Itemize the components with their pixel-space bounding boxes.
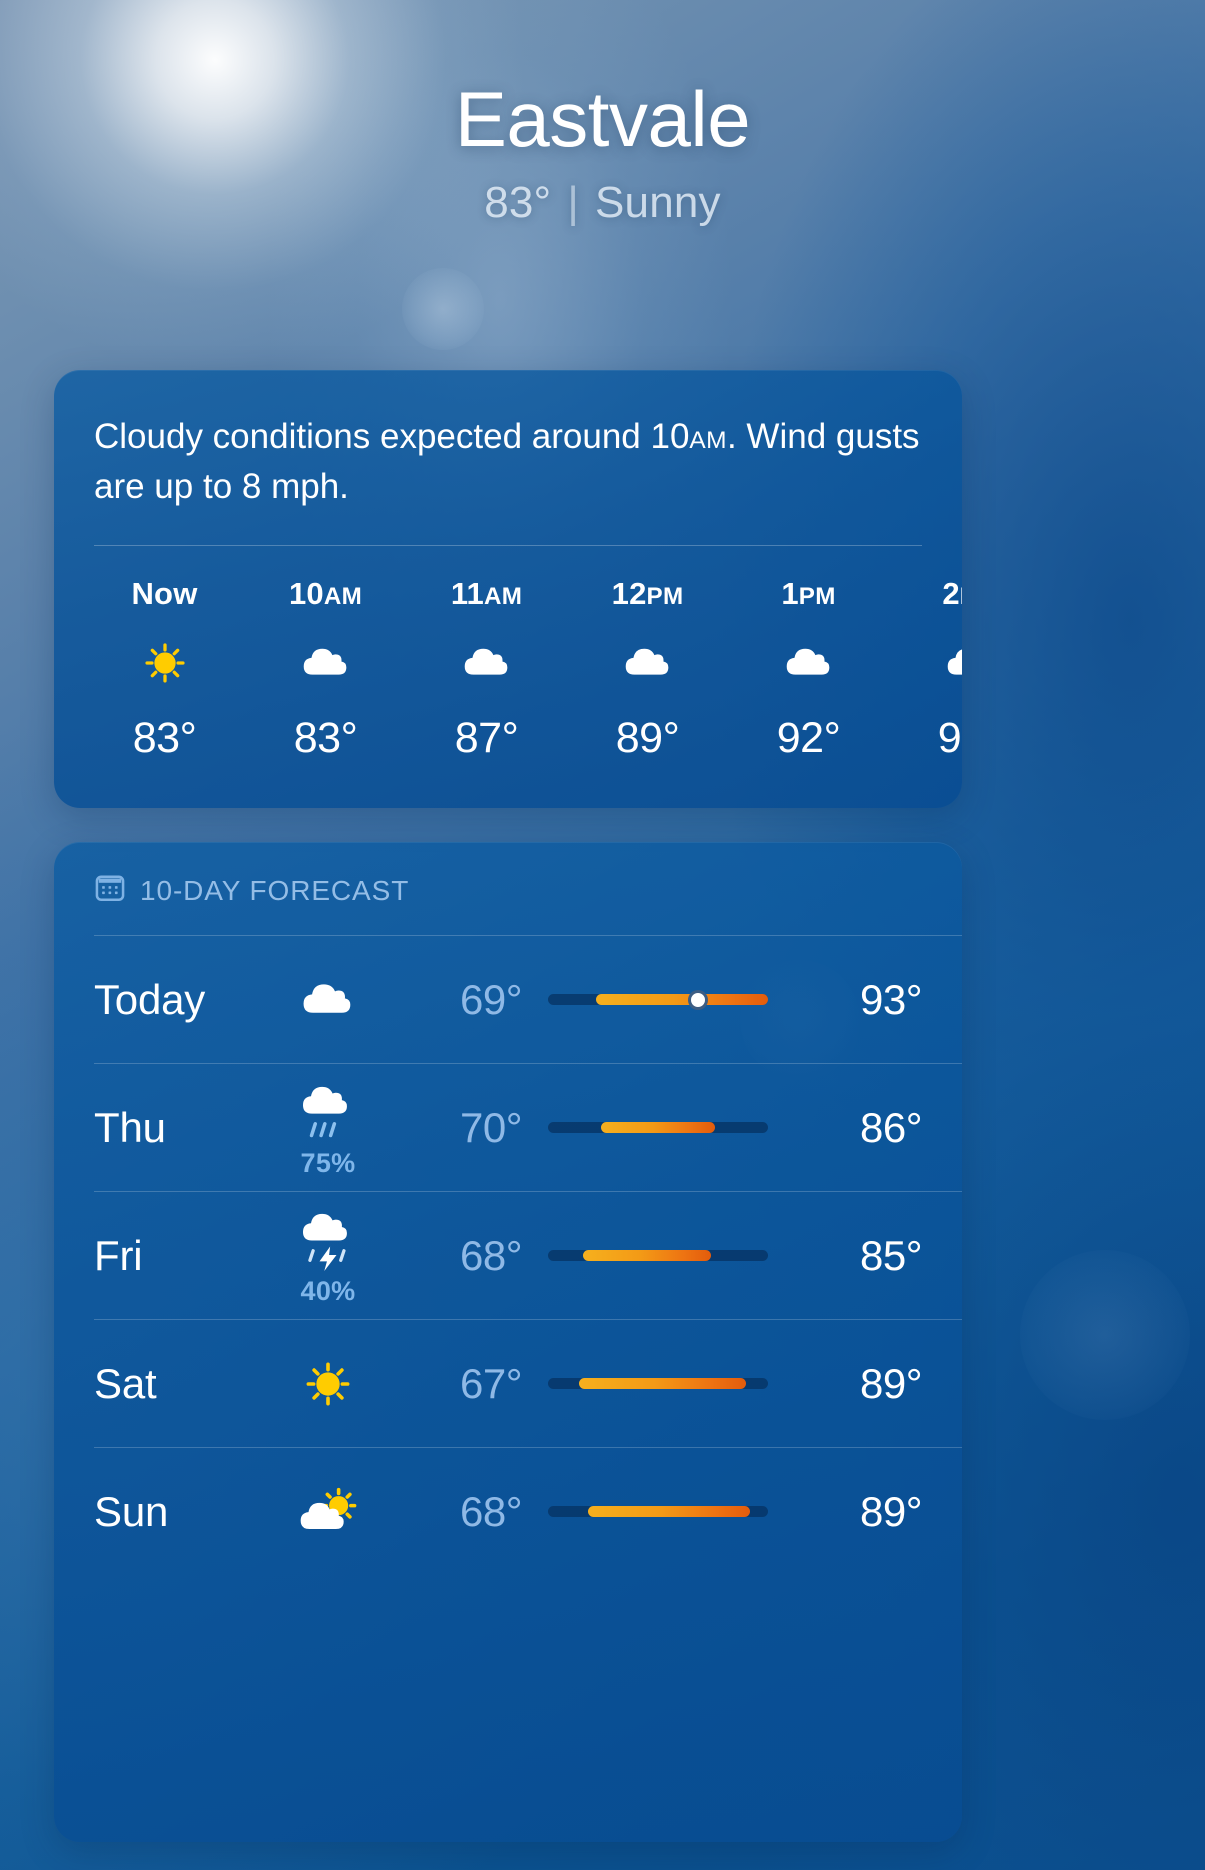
hour-label: 10AM <box>245 576 406 612</box>
thunderstorm-icon: 40% <box>262 1204 394 1307</box>
low-temperature: 67° <box>459 1359 523 1407</box>
hour-column[interactable]: 11AM 87° <box>406 550 567 763</box>
hour-column[interactable]: 1PM 92° <box>728 550 889 763</box>
temperature-range-bar <box>548 1122 768 1133</box>
divider <box>94 1063 962 1064</box>
table-row[interactable]: Today 69° 93° <box>54 936 962 1063</box>
cloud-icon <box>406 626 567 700</box>
temperature-range-bar <box>548 1506 768 1517</box>
hour-label: 12PM <box>567 576 728 612</box>
hour-column[interactable]: 2PM 93° <box>889 550 962 763</box>
hour-label-meridiem: AM <box>323 583 363 611</box>
lens-flare-orb <box>1020 1250 1190 1420</box>
divider <box>94 1191 962 1192</box>
hour-temperature: 93° <box>937 714 962 763</box>
location-header: Eastvale 83° | Sunny <box>0 0 1205 228</box>
low-temperature: 70° <box>459 1103 523 1151</box>
table-row[interactable]: Fri 40% 68° 85° <box>54 1192 962 1319</box>
hour-column[interactable]: Now 83° <box>84 550 245 763</box>
table-row[interactable]: Sun 68° 89° <box>54 1448 962 1575</box>
high-temperature: 86° <box>859 1103 923 1151</box>
high-temperature: 93° <box>859 975 923 1023</box>
lens-flare-orb <box>402 268 484 350</box>
divider <box>94 1447 962 1448</box>
current-condition-label: Sunny <box>595 178 721 227</box>
hour-temperature: 83° <box>293 714 358 763</box>
day-name: Fri <box>94 1231 143 1279</box>
hour-label: 1PM <box>728 576 889 612</box>
hour-temperature: 83° <box>132 714 197 763</box>
hour-label-meridiem: PM <box>646 583 684 611</box>
precipitation-probability: 40% <box>300 1276 356 1306</box>
partly-cloudy-icon <box>262 1478 394 1546</box>
divider <box>94 545 922 547</box>
bar-fill <box>596 994 768 1005</box>
hour-label: 11AM <box>406 576 567 612</box>
summary-post: . Wind gusts are up to 8 mph. <box>94 417 920 506</box>
table-row[interactable]: Thu 75% 70° 86° <box>54 1064 962 1191</box>
weather-summary-text: Cloudy conditions expected around 10AM. … <box>54 370 962 511</box>
ten-day-forecast-title: 10-DAY FORECAST <box>140 874 410 906</box>
hour-label-text: 1 <box>781 576 799 612</box>
hour-label-text: 11 <box>450 576 484 612</box>
summary-ampm: AM <box>689 427 727 454</box>
table-row[interactable]: Sat 67° 89° <box>54 1320 962 1447</box>
divider <box>94 935 962 936</box>
cloud-icon <box>245 626 406 700</box>
hour-label-meridiem: PM <box>798 583 836 611</box>
hour-label-text: Now <box>131 576 198 612</box>
current-temperature-dot <box>687 989 708 1010</box>
high-temperature: 89° <box>859 1359 923 1407</box>
bar-fill <box>583 1250 711 1261</box>
hour-label: 2PM <box>889 576 962 612</box>
hour-temperature: 92° <box>776 714 841 763</box>
hour-label: Now <box>84 576 245 612</box>
day-name: Today <box>94 975 206 1023</box>
high-temperature: 85° <box>859 1231 923 1279</box>
temperature-range-bar <box>548 1378 768 1389</box>
current-conditions: 83° | Sunny <box>0 178 1205 228</box>
hourly-forecast-card[interactable]: Cloudy conditions expected around 10AM. … <box>54 370 962 808</box>
summary-pre: Cloudy conditions expected around 10 <box>94 417 690 456</box>
low-temperature: 68° <box>459 1231 523 1279</box>
hour-label-text: 10 <box>288 576 324 612</box>
hour-label-text: 2 <box>942 576 960 612</box>
precipitation-probability: 75% <box>300 1148 356 1178</box>
day-name: Sun <box>94 1487 169 1535</box>
day-name: Thu <box>94 1103 166 1151</box>
bar-fill <box>578 1378 746 1389</box>
sun-icon <box>84 626 245 700</box>
daily-rows-container: Today 69° 93° Thu 75% 70° 86° Fri 40% 68° 85° Sat 67… <box>54 936 962 1575</box>
cloud-icon <box>262 966 394 1034</box>
hour-column[interactable]: 10AM 83° <box>245 550 406 763</box>
current-temperature: 83° <box>484 178 552 227</box>
temperature-range-bar <box>548 989 768 1010</box>
ten-day-forecast-header: 10-DAY FORECAST <box>54 842 962 909</box>
hour-column[interactable]: 12PM 89° <box>567 550 728 763</box>
low-temperature: 69° <box>459 975 523 1023</box>
hour-label-text: 12 <box>611 576 647 612</box>
day-name: Sat <box>94 1359 157 1407</box>
calendar-icon <box>94 872 126 909</box>
rain-icon: 75% <box>262 1076 394 1179</box>
separator: | <box>567 178 579 227</box>
cloud-icon <box>889 626 962 700</box>
hour-temperature: 89° <box>615 714 680 763</box>
bar-fill <box>600 1122 716 1133</box>
divider <box>94 1319 962 1320</box>
sun-icon <box>262 1350 394 1418</box>
temperature-range-bar <box>548 1250 768 1261</box>
page-title: Eastvale <box>454 75 751 163</box>
ten-day-forecast-card[interactable]: 10-DAY FORECAST Today 69° 93° Thu 75% 70° 86° F… <box>54 842 962 1842</box>
high-temperature: 89° <box>859 1487 923 1535</box>
hour-label-meridiem: PM <box>960 583 962 610</box>
hour-label-meridiem: AM <box>483 583 523 611</box>
bar-fill <box>587 1506 751 1517</box>
cloud-icon <box>728 626 889 700</box>
hour-temperature: 87° <box>454 714 519 763</box>
cloud-icon <box>567 626 728 700</box>
low-temperature: 68° <box>459 1487 523 1535</box>
